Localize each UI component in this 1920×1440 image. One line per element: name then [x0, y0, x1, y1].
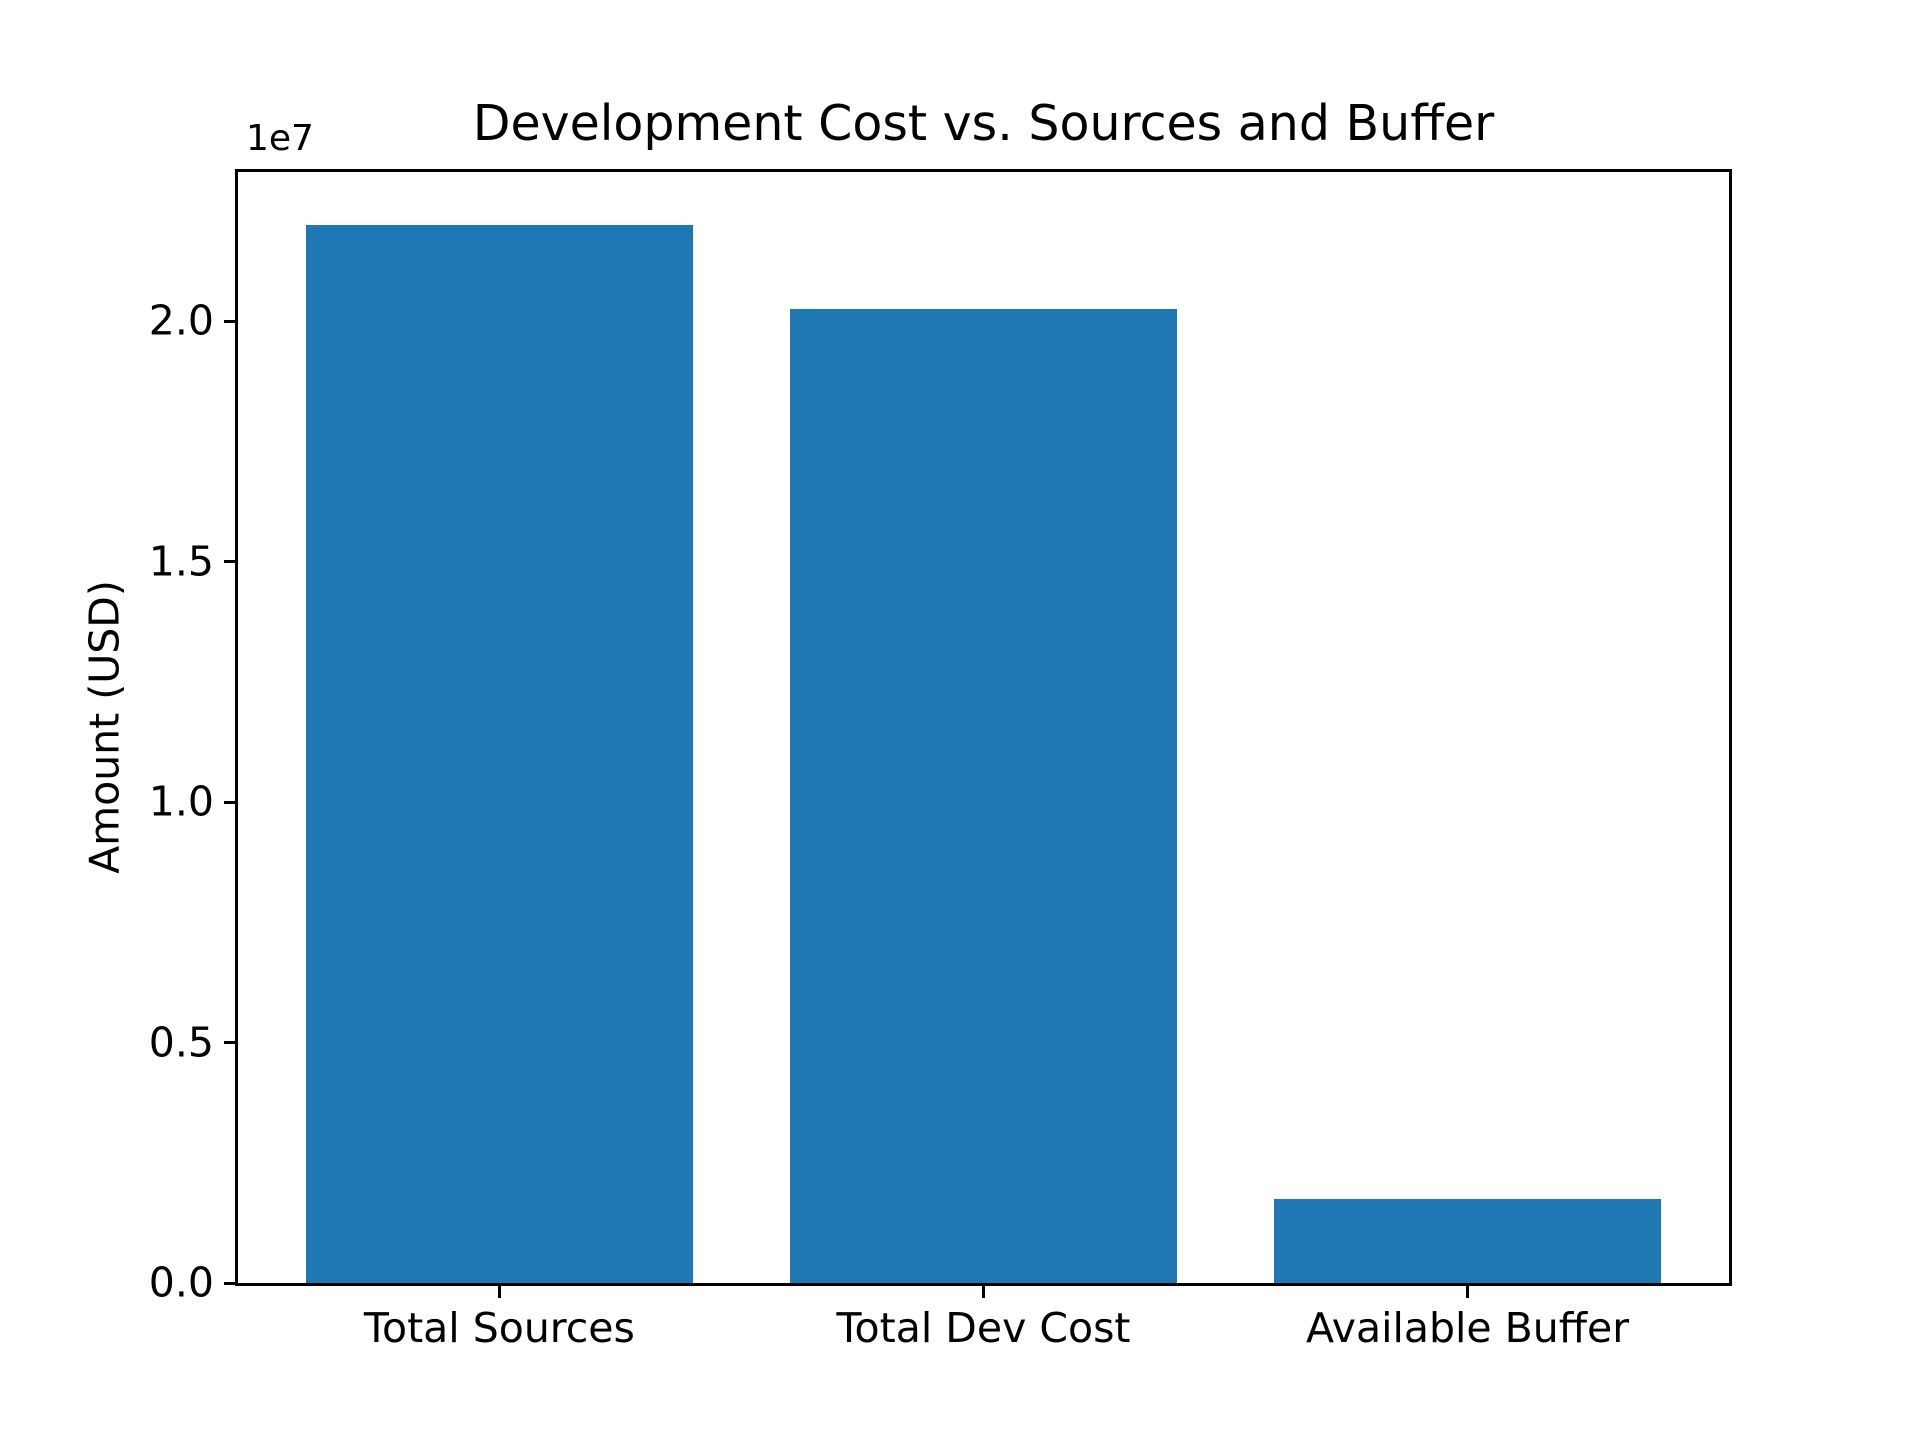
x-tick-label-available-buffer: Available Buffer	[1306, 1304, 1630, 1352]
y-tick-label: 1.0	[148, 777, 214, 826]
y-tick-mark	[224, 800, 236, 804]
y-tick-mark	[224, 1281, 236, 1285]
bar-total-dev-cost	[789, 309, 1178, 1283]
y-axis-offset-text: 1e7	[246, 118, 314, 159]
y-tick-label: 1.5	[148, 537, 214, 586]
y-tick-mark	[224, 319, 236, 323]
y-tick-label: 0.5	[148, 1018, 214, 1067]
chart-title: Development Cost vs. Sources and Buffer	[472, 95, 1495, 152]
y-tick-label: 0.0	[148, 1258, 214, 1307]
y-tick-label: 2.0	[148, 296, 214, 345]
y-tick-mark	[224, 560, 236, 564]
bar-total-sources	[305, 224, 694, 1283]
bar-available-buffer	[1273, 1198, 1662, 1283]
y-tick-mark	[224, 1041, 236, 1045]
x-tick-mark	[497, 1286, 501, 1298]
x-tick-mark	[982, 1286, 985, 1298]
y-axis-label: Amount (USD)	[80, 580, 129, 874]
x-tick-mark	[1466, 1286, 1470, 1298]
plot-area	[235, 169, 1732, 1286]
x-tick-label-total-dev-cost: Total Dev Cost	[836, 1304, 1131, 1352]
x-tick-label-total-sources: Total Sources	[363, 1304, 635, 1352]
